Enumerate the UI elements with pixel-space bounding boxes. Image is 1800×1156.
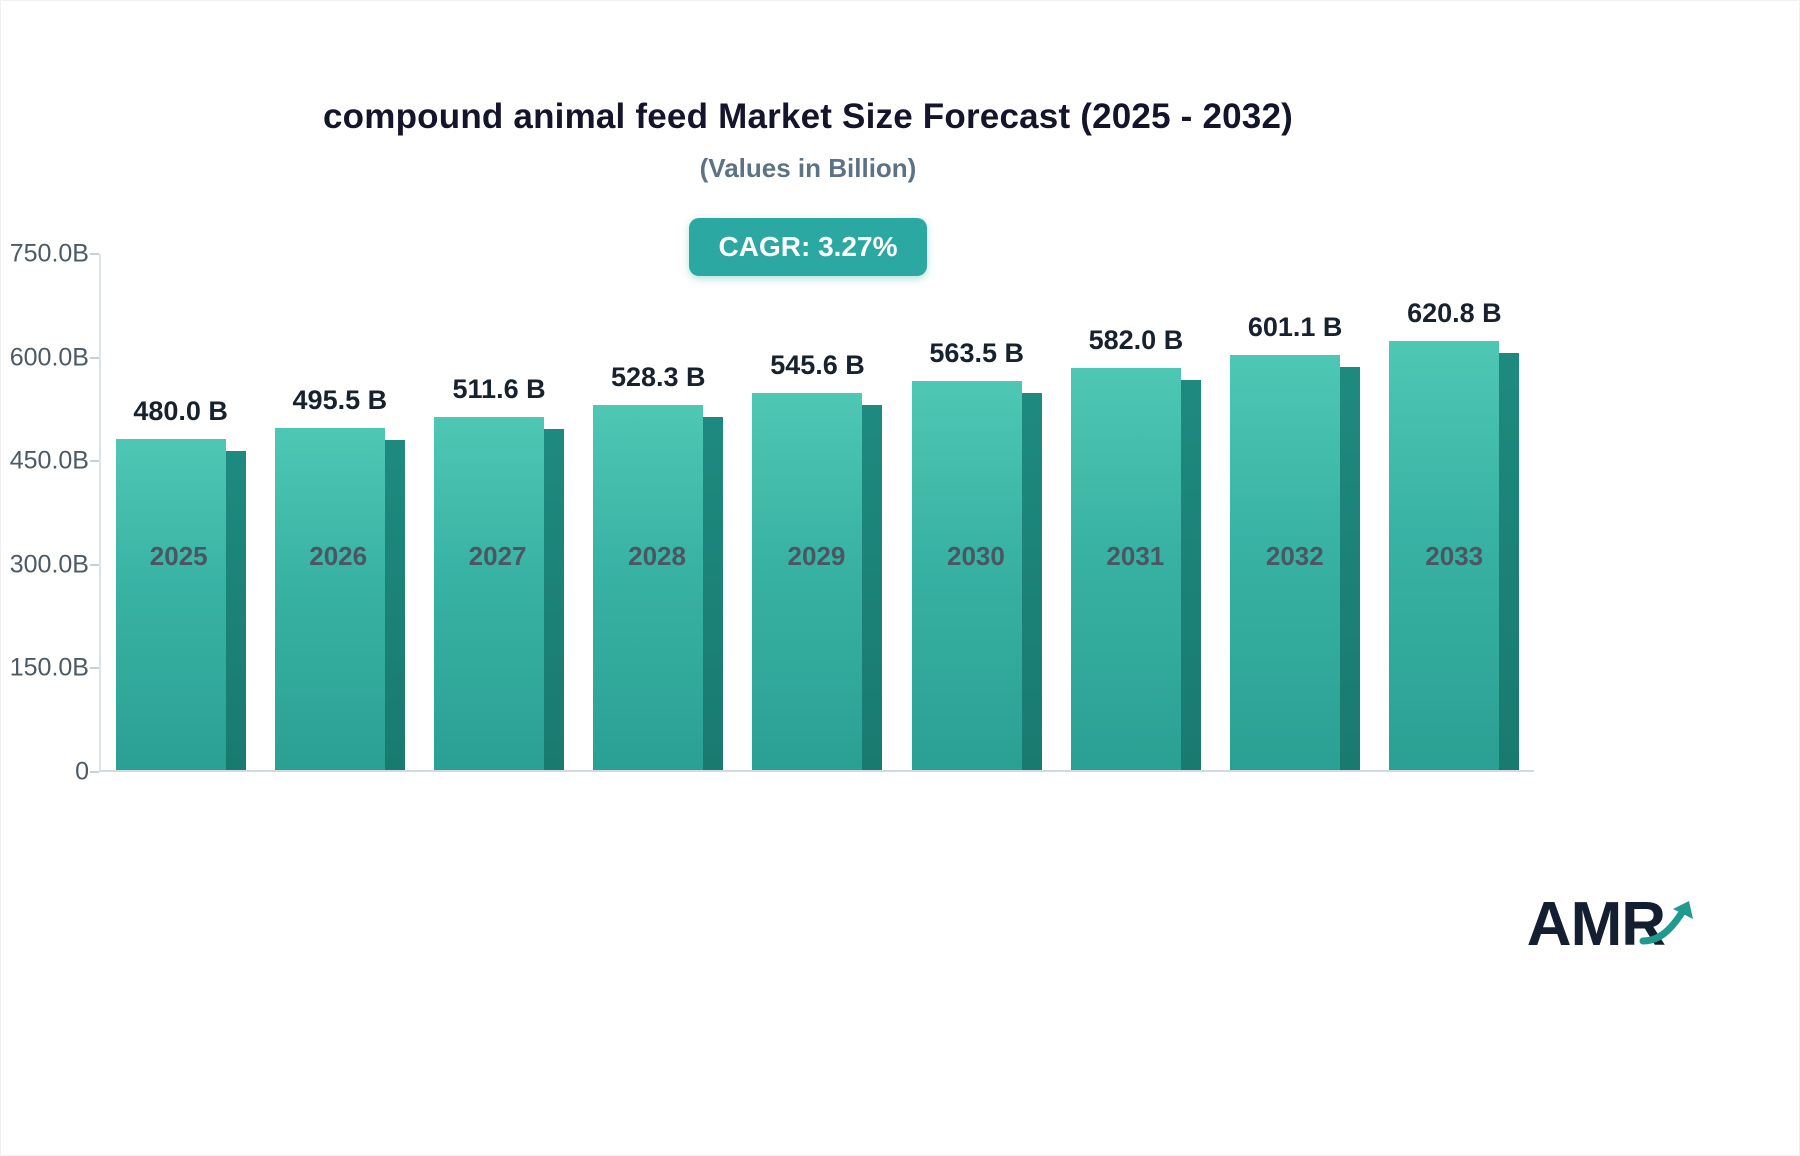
bar-2033: 620.8 B <box>1389 298 1520 770</box>
bar-side-face <box>544 428 565 770</box>
bar-front-face <box>1070 368 1181 770</box>
bar-front-face <box>1389 341 1500 770</box>
y-tick-label: 0 <box>75 757 89 786</box>
bar-column: 495.5 B <box>260 254 419 770</box>
bar-2026: 495.5 B <box>274 385 405 770</box>
bar-column: 511.6 B <box>419 254 578 770</box>
bar-2030: 563.5 B <box>911 338 1042 770</box>
bar-front-face <box>1230 354 1341 770</box>
amr-logo-arrow-icon <box>1639 900 1693 944</box>
bar-value-label: 620.8 B <box>1407 298 1502 329</box>
bar-column: 545.6 B <box>738 254 897 770</box>
x-axis-label: 2032 <box>1265 541 1324 571</box>
bar-column: 582.0 B <box>1056 254 1215 770</box>
y-tick-mark <box>90 667 99 670</box>
x-axis-label: 2029 <box>787 541 846 571</box>
x-axis-label: 2025 <box>149 541 208 571</box>
bar-2028: 528.3 B <box>593 362 724 770</box>
y-tick-label: 300.0B <box>9 550 89 579</box>
bar-value-label: 601.1 B <box>1247 311 1343 342</box>
bar-column: 563.5 B <box>897 254 1056 770</box>
bar-value-label: 545.6 B <box>770 350 865 381</box>
bar-side-face <box>1340 366 1361 770</box>
bar-value-label: 480.0 B <box>133 395 228 426</box>
bar-value-label: 563.5 B <box>929 337 1024 368</box>
x-axis-label: 2030 <box>946 541 1005 571</box>
bar-column: 528.3 B <box>579 254 738 770</box>
x-axis-label: 2027 <box>468 541 527 571</box>
x-axis: 2025 2026 2027 2028 2029 2030 2031 2032 2033 <box>99 541 1534 572</box>
chart-subtitle: (Values in Billion) <box>699 153 917 183</box>
y-tick-label: 600.0B <box>9 343 89 372</box>
bar-side-face <box>862 405 883 770</box>
bar-column: 620.8 B <box>1375 254 1534 770</box>
bar-side-face <box>1021 392 1042 770</box>
bar-2027: 511.6 B <box>434 374 565 770</box>
y-tick-label: 750.0B <box>9 239 89 268</box>
bar-2029: 545.6 B <box>752 350 883 770</box>
bar-value-label: 495.5 B <box>292 384 388 415</box>
bar-front-face <box>752 393 863 770</box>
y-tick-label: 450.0B <box>9 446 89 475</box>
bar-front-face <box>434 416 545 770</box>
bar-2032: 601.1 B <box>1230 312 1361 770</box>
cagr-badge: CAGR: 3.27% <box>688 218 928 276</box>
x-axis-label: 2026 <box>309 541 368 571</box>
y-tick-mark <box>90 771 99 773</box>
y-tick-mark <box>90 460 99 463</box>
bar-value-label: 528.3 B <box>610 362 706 393</box>
bar-2025: 480.0 B <box>115 396 246 770</box>
bar-value-label: 582.0 B <box>1088 325 1184 355</box>
chart-title: compound animal feed Market Size Forecas… <box>323 97 1293 136</box>
bar-side-face <box>1180 380 1201 770</box>
bar-2031: 582.0 B <box>1070 325 1201 770</box>
bar-front-face <box>593 405 704 770</box>
bar-front-face <box>274 427 385 770</box>
y-tick-mark <box>90 563 99 566</box>
x-axis-label: 2028 <box>628 541 686 571</box>
bar-column: 480.0 B <box>101 254 260 770</box>
amr-logo-text: AMR <box>1526 890 1666 959</box>
bar-side-face <box>384 439 405 770</box>
bar-side-face <box>703 417 724 770</box>
x-axis-label: 2031 <box>1106 541 1165 571</box>
y-tick-label: 150.0B <box>9 653 89 682</box>
bar-side-face <box>225 450 246 770</box>
amr-logo: AMR <box>1527 889 1697 960</box>
x-axis-label: 2033 <box>1425 541 1484 571</box>
y-axis: 750.0B 600.0B 450.0B 300.0B 150.0B 0 <box>1 240 89 786</box>
bar-side-face <box>1499 353 1520 770</box>
bar-front-face <box>911 380 1022 770</box>
plot-area: 480.0 B 495.5 B 511.6 B 528.3 B 545.6 B 563.5… <box>99 254 1534 772</box>
y-tick-mark <box>90 253 99 255</box>
bar-column: 601.1 B <box>1216 254 1375 770</box>
bar-value-label: 511.6 B <box>452 373 546 404</box>
y-tick-mark <box>90 356 99 359</box>
chart-header: compound animal feed Market Size Forecas… <box>1 1 1615 276</box>
bar-front-face <box>115 438 226 770</box>
